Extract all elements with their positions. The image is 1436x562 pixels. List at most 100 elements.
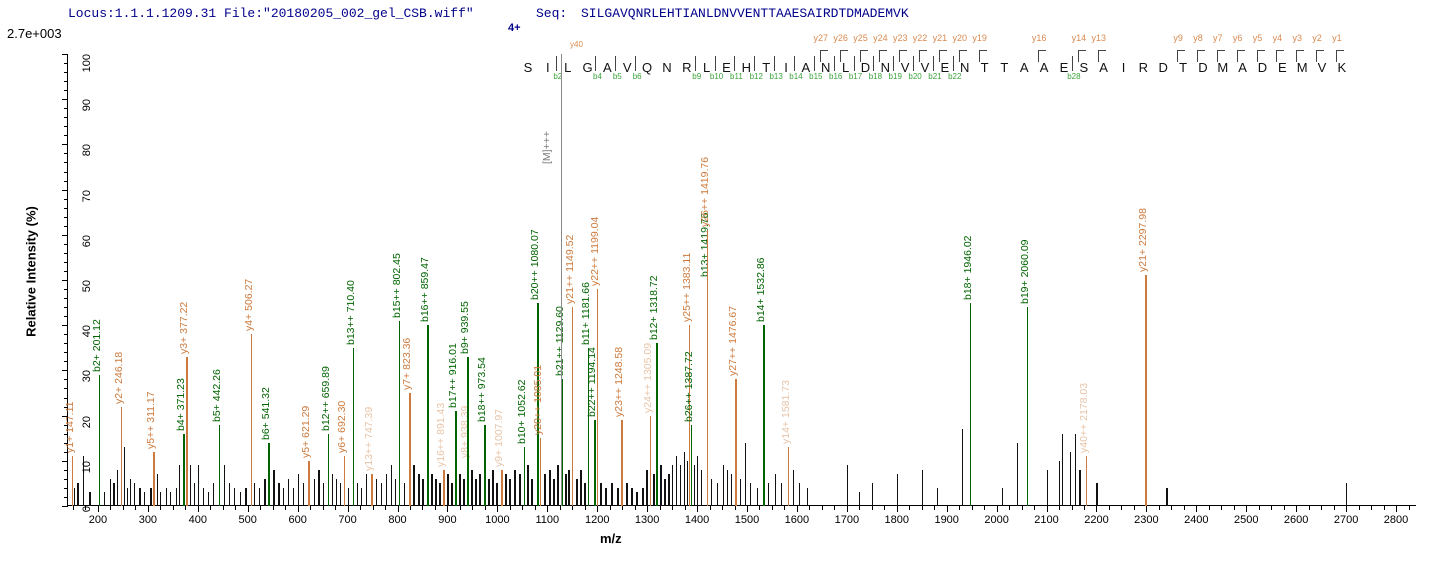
peak-annotation-label: b6+ 541.32 [260, 386, 273, 440]
b-ion-ladder-label: b15 [809, 72, 823, 81]
b-ion-ladder-label: b9 [692, 72, 702, 81]
x-axis-tick-label: 1700 [834, 514, 860, 526]
x-axis-tick-label: 400 [188, 514, 207, 526]
spectrum-peak [727, 469, 729, 506]
y-ion-ladder-label: y25 [853, 33, 868, 43]
x-axis-major-tick [97, 506, 99, 512]
spectrum-peak [121, 406, 123, 506]
peak-annotation-label: y25++ 1383.11 [680, 252, 693, 323]
x-axis-major-tick [1046, 506, 1048, 512]
y-axis-major-tick [62, 54, 68, 55]
x-axis-minor-tick [85, 506, 87, 510]
b-ion-cleavage-mark [595, 56, 605, 71]
x-axis-minor-tick [534, 506, 536, 510]
spectrum-peak [165, 487, 168, 506]
spectrum-peak [150, 487, 152, 506]
x-axis-minor-tick [784, 506, 786, 510]
b-ion-cleavage-mark [813, 56, 824, 71]
x-axis-major-tick [1146, 506, 1148, 512]
spectrum-peak [531, 478, 533, 506]
b-ion-cleavage-mark [734, 56, 744, 71]
peak-annotation-label: b14+ 1532.86 [755, 257, 768, 323]
spectrum-peak [1069, 451, 1071, 506]
spectrum-peak [617, 487, 619, 506]
x-axis-tick-label: 1000 [485, 514, 510, 526]
x-axis-minor-tick [1121, 506, 1123, 510]
x-axis-minor-tick [1133, 506, 1135, 510]
spectrum-peak [183, 433, 185, 506]
x-axis-minor-tick [360, 506, 362, 510]
spectrum-peak [431, 474, 433, 506]
x-axis-major-tick [796, 506, 798, 512]
spectrum-peak [233, 487, 236, 506]
b-ion-cleavage-mark [555, 56, 566, 71]
spectrum-peak [1061, 433, 1063, 506]
y-axis-minor-tick [64, 63, 68, 65]
x-axis-major-tick [647, 506, 649, 512]
b-ion-ladder-label: b21 [928, 72, 942, 81]
x-axis-major-tick [896, 506, 898, 512]
spectrum-peak [568, 469, 570, 506]
spectrum-peak [553, 478, 555, 506]
peak-annotation-label: y22++ 1199.04 [588, 216, 601, 287]
spectrum-peak [335, 478, 337, 506]
sequence-residue: D [1257, 60, 1268, 75]
sequence-residue: E [1277, 60, 1287, 75]
spectrum-peak [611, 483, 613, 506]
x-axis-tick-label: 900 [438, 514, 457, 526]
y-ion-ladder-label: y9 [1173, 33, 1183, 43]
x-axis-minor-tick [409, 506, 411, 510]
x-axis-tick-label: 2700 [1333, 514, 1359, 526]
sequence-residue: I [784, 60, 788, 75]
b-ion-ladder-label: b5 [612, 72, 622, 81]
x-axis-tick-label: 1100 [535, 514, 560, 526]
spectrum-peak [347, 487, 349, 506]
y-axis-minor-tick [64, 261, 68, 263]
peak-annotation-label: b10+ 1052.62 [515, 379, 528, 445]
sequence-residue: T [1000, 60, 1009, 75]
y-ion-ladder-label: y21 [932, 33, 948, 43]
y-ion-ladder-label: y2 [1312, 33, 1322, 43]
x-axis-minor-tick [771, 506, 773, 510]
spectrum-peak [356, 483, 358, 506]
spectrum-peak [153, 451, 155, 506]
sequence-residue: I [546, 60, 550, 75]
y-axis-minor-tick [64, 126, 68, 128]
y-ion-ladder-label: y4 [1272, 33, 1283, 43]
sequence-residue: V [1317, 60, 1327, 75]
spectrum-plot-area[interactable]: y1+ 147.11 b2+ 201.12 y2+ 246.18 y5++ 311.1… [64, 54, 1416, 506]
y-ion-ladder-label: y27 [813, 33, 829, 43]
y-axis-minor-tick [64, 298, 68, 300]
b-ion-cleavage-mark [932, 56, 943, 71]
spectrum-peak [116, 469, 119, 506]
y-ion-ladder-label: y13 [1091, 33, 1106, 43]
sequence-residue: R [682, 60, 692, 75]
spectrum-peak [447, 474, 449, 506]
x-axis-tick-label: 1800 [884, 514, 910, 526]
x-axis-tick-label: 2500 [1234, 514, 1259, 526]
x-axis-tick-label: 2600 [1283, 514, 1309, 526]
x-axis-minor-tick [759, 506, 761, 510]
sequence-residue: N [821, 60, 831, 75]
spectrum-peak [792, 469, 795, 506]
b-ion-cleavage-mark [1071, 56, 1082, 71]
spectrum-peak [186, 356, 188, 506]
spectrum-peak [501, 469, 503, 506]
x-axis-tick-label: 2400 [1184, 514, 1209, 526]
x-axis-minor-tick [272, 506, 274, 510]
spectrum-peak [89, 492, 91, 506]
spectrum-peak [264, 478, 266, 506]
x-axis-minor-tick [1183, 506, 1185, 510]
x-axis-minor-tick [434, 506, 436, 510]
y-axis-major-tick [62, 370, 68, 372]
spectrum-peak [223, 465, 226, 506]
x-axis-tick-label: 500 [238, 514, 257, 526]
peak-annotation-label: y27++ 1476.67 [727, 306, 740, 377]
x-axis-major-tick [447, 506, 449, 512]
y-ion-ladder-label: y1 [1332, 33, 1342, 43]
b-ion-cleavage-mark [893, 56, 903, 71]
spectrum-peak [327, 433, 329, 506]
peak-annotation-label: y13++ 747.39 [363, 407, 376, 472]
spectrum-peak [1046, 469, 1048, 506]
spectrum-peak [398, 320, 401, 506]
